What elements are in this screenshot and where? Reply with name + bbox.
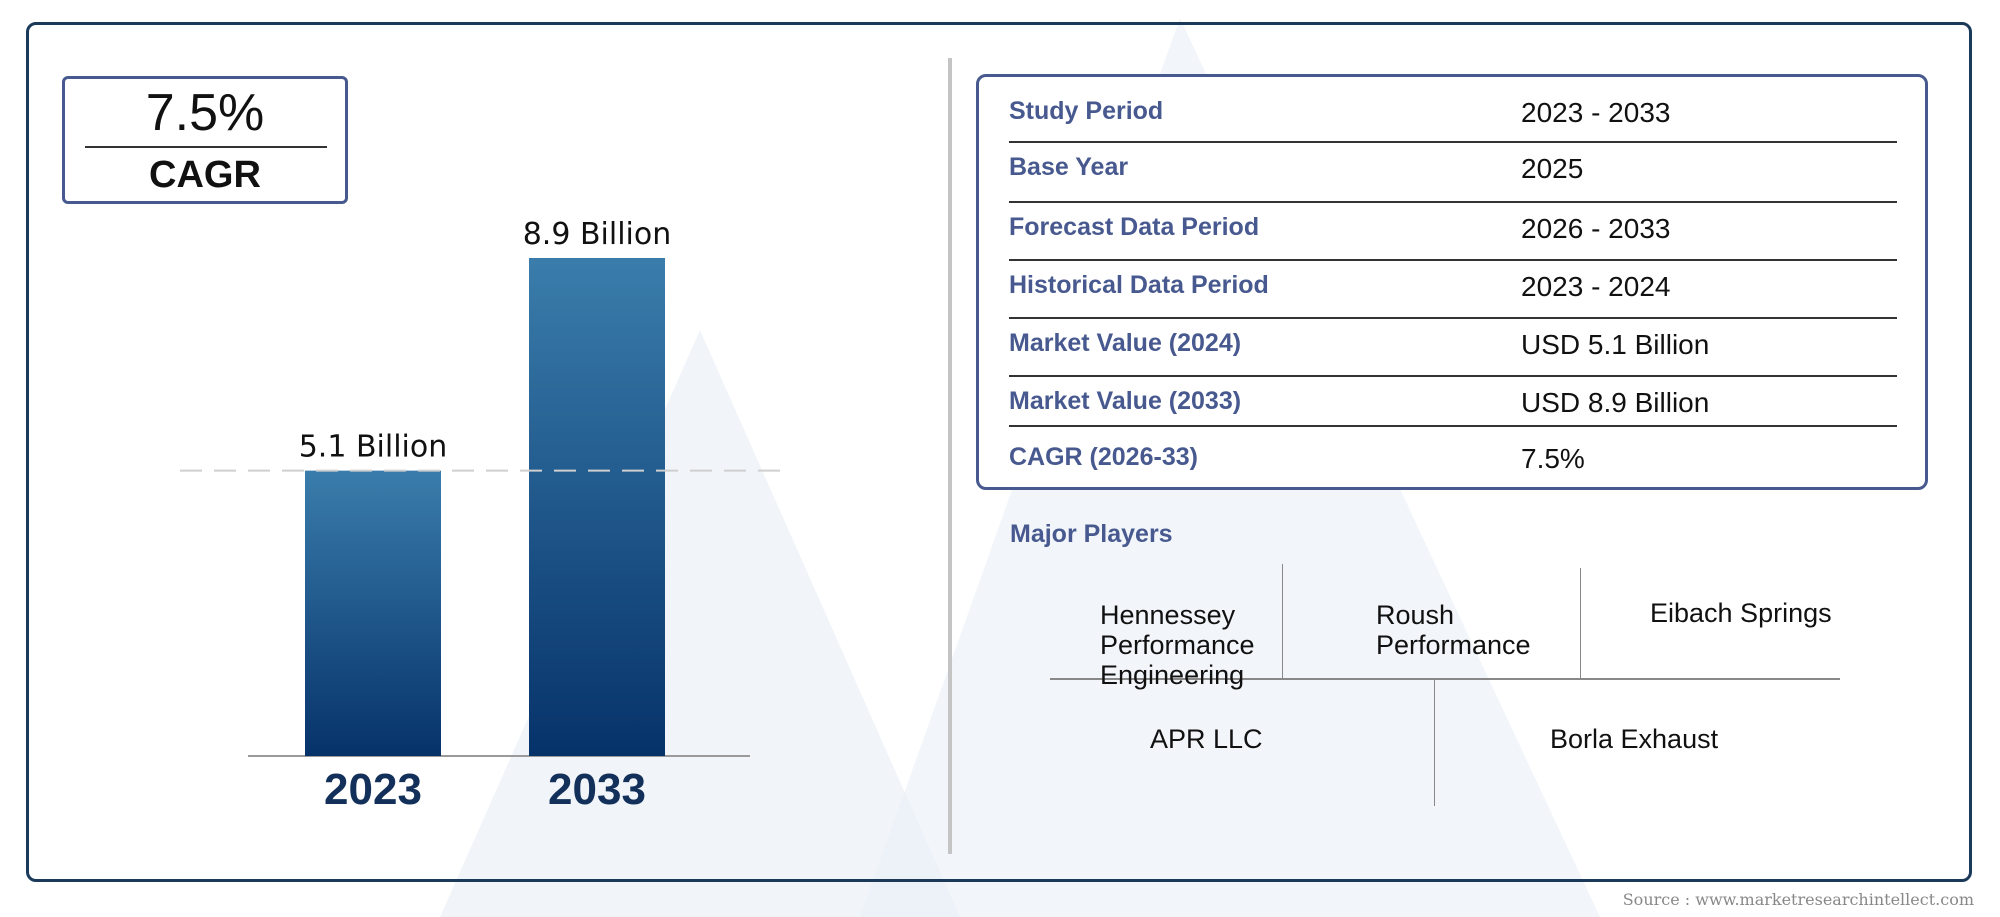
info-key: Base Year <box>1009 153 1129 181</box>
info-value: 7.5% <box>1521 443 1585 474</box>
bar-value-label: 5.1 Billion <box>299 430 448 465</box>
info-value: 2023 - 2024 <box>1521 271 1671 302</box>
bar-value-label: 8.9 Billion <box>523 217 672 252</box>
info-value: 2025 <box>1521 153 1584 184</box>
info-row: Forecast Data Period 2026 - 2033 <box>1009 203 1897 261</box>
player-divider <box>1050 678 1840 680</box>
info-row: Market Value (2024) USD 5.1 Billion <box>1009 319 1897 377</box>
bar-2023 <box>305 470 441 756</box>
bar-2033 <box>529 258 665 756</box>
info-row: Study Period 2023 - 2033 <box>1009 87 1897 143</box>
player-divider <box>1434 680 1435 806</box>
info-value: USD 5.1 Billion <box>1521 329 1710 360</box>
card-frame <box>26 22 1972 882</box>
player-divider <box>1580 568 1581 678</box>
row-divider <box>1009 259 1897 261</box>
info-value: USD 8.9 Billion <box>1521 387 1710 418</box>
category-label: 2033 <box>548 765 646 814</box>
info-row: Base Year 2025 <box>1009 143 1897 203</box>
row-divider <box>1009 425 1897 427</box>
market-info-table: Study Period 2023 - 2033 Base Year 2025 … <box>976 74 1928 490</box>
row-divider <box>1009 317 1897 319</box>
player-name: Roush Performance <box>1376 600 1531 661</box>
info-key: Market Value (2033) <box>1009 387 1242 415</box>
player-name: Eibach Springs <box>1650 598 1832 628</box>
info-row: CAGR (2026-33) 7.5% <box>1009 433 1897 483</box>
info-value: 2026 - 2033 <box>1521 213 1671 244</box>
info-row: Market Value (2033) USD 8.9 Billion <box>1009 377 1897 427</box>
row-divider <box>1009 141 1897 143</box>
cagr-label: CAGR <box>149 154 261 196</box>
major-players-title: Major Players <box>1010 520 1173 548</box>
category-label: 2023 <box>324 765 422 814</box>
source-text: Source : www.marketresearchintellect.com <box>1622 890 1974 909</box>
market-size-bar-chart: 5.1 Billion 2023 8.9 Billion 2033 <box>180 217 790 814</box>
row-divider <box>1009 201 1897 203</box>
cagr-box: 7.5% CAGR <box>62 76 348 204</box>
cagr-value: 7.5% <box>145 84 265 142</box>
player-divider <box>1282 564 1283 678</box>
player-name: Borla Exhaust <box>1550 724 1719 754</box>
player-name: Hennessey Performance Engineering <box>1100 600 1255 691</box>
cagr-divider <box>85 146 327 148</box>
info-key: Historical Data Period <box>1009 271 1269 299</box>
info-row: Historical Data Period 2023 - 2024 <box>1009 261 1897 319</box>
vertical-divider <box>948 58 952 854</box>
info-key: Forecast Data Period <box>1009 213 1260 241</box>
player-name: APR LLC <box>1150 724 1263 754</box>
info-value: 2023 - 2033 <box>1521 97 1671 128</box>
info-key: Market Value (2024) <box>1009 329 1242 357</box>
info-key: CAGR (2026-33) <box>1009 443 1198 471</box>
row-divider <box>1009 375 1897 377</box>
info-key: Study Period <box>1009 97 1164 125</box>
